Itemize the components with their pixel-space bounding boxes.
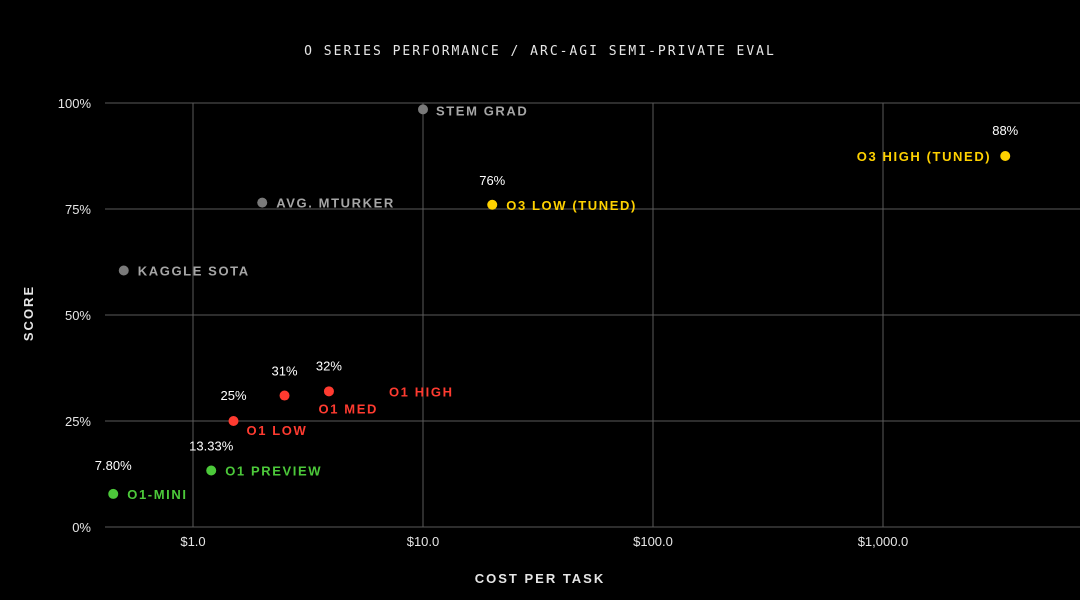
y-axis-title: SCORE	[21, 285, 36, 341]
point-stem-grad	[418, 104, 428, 115]
value-label-o1-mini: 7.80%	[95, 458, 132, 473]
point-kaggle-sota	[118, 265, 129, 276]
point-label-o3-high-tuned: O3 HIGH (TUNED)	[857, 149, 992, 164]
data-points: O1-MINI 7.80% O1 PREVIEW 13.33% O1 LOW 25% O1 …	[95, 103, 1019, 502]
x-tick-label: $1,000.0	[858, 534, 909, 549]
point-label-avg-mturker: AVG. MTURKER	[276, 196, 395, 211]
point-label-stem-grad: STEM GRAD	[436, 103, 528, 118]
x-axis-title: COST PER TASK	[475, 571, 606, 586]
point-label-kaggle-sota: KAGGLE SOTA	[138, 263, 250, 278]
y-tick-label: 100%	[58, 96, 92, 111]
value-label-o1-high: 32%	[316, 358, 342, 373]
x-tick-label: $10.0	[407, 534, 440, 549]
axis-ticks: 0% 25% 50% 75% 100% $1.0 $10.0 $100.0 $1,000.0	[58, 96, 909, 549]
point-label-o1-mini: O1-MINI	[127, 487, 187, 502]
y-tick-label: 0%	[72, 520, 91, 535]
value-label-o3-low-tuned: 76%	[479, 173, 505, 188]
y-tick-label: 75%	[65, 202, 91, 217]
point-avg-mturker	[257, 197, 268, 208]
point-label-o1-med: O1 MED	[319, 402, 378, 417]
value-label-o1-med: 31%	[272, 364, 298, 379]
point-o3-low-tuned	[487, 199, 498, 210]
point-label-o1-low: O1 LOW	[247, 423, 308, 438]
value-label-o1-low: 25%	[220, 388, 246, 403]
point-label-o1-high: O1 HIGH	[389, 384, 454, 399]
point-o1-mini	[108, 488, 119, 499]
point-label-o1-preview: O1 PREVIEW	[225, 463, 322, 478]
point-o1-preview	[206, 465, 217, 476]
point-o3-high-tuned	[1000, 151, 1011, 161]
grid	[105, 102, 1080, 528]
value-label-o1-preview: 13.33%	[189, 438, 234, 453]
x-tick-label: $1.0	[180, 534, 205, 549]
x-tick-label: $100.0	[633, 534, 673, 549]
point-o1-low	[228, 416, 239, 426]
point-o1-high	[323, 386, 334, 397]
y-tick-label: 50%	[65, 308, 91, 323]
point-o1-med	[279, 390, 290, 401]
point-label-o3-low-tuned: O3 LOW (TUNED)	[506, 198, 637, 213]
chart-title: O SERIES PERFORMANCE / ARC-AGI SEMI-PRIV…	[304, 44, 776, 59]
value-label-o3-high-tuned: 88%	[992, 123, 1018, 138]
y-tick-label: 25%	[65, 414, 91, 429]
